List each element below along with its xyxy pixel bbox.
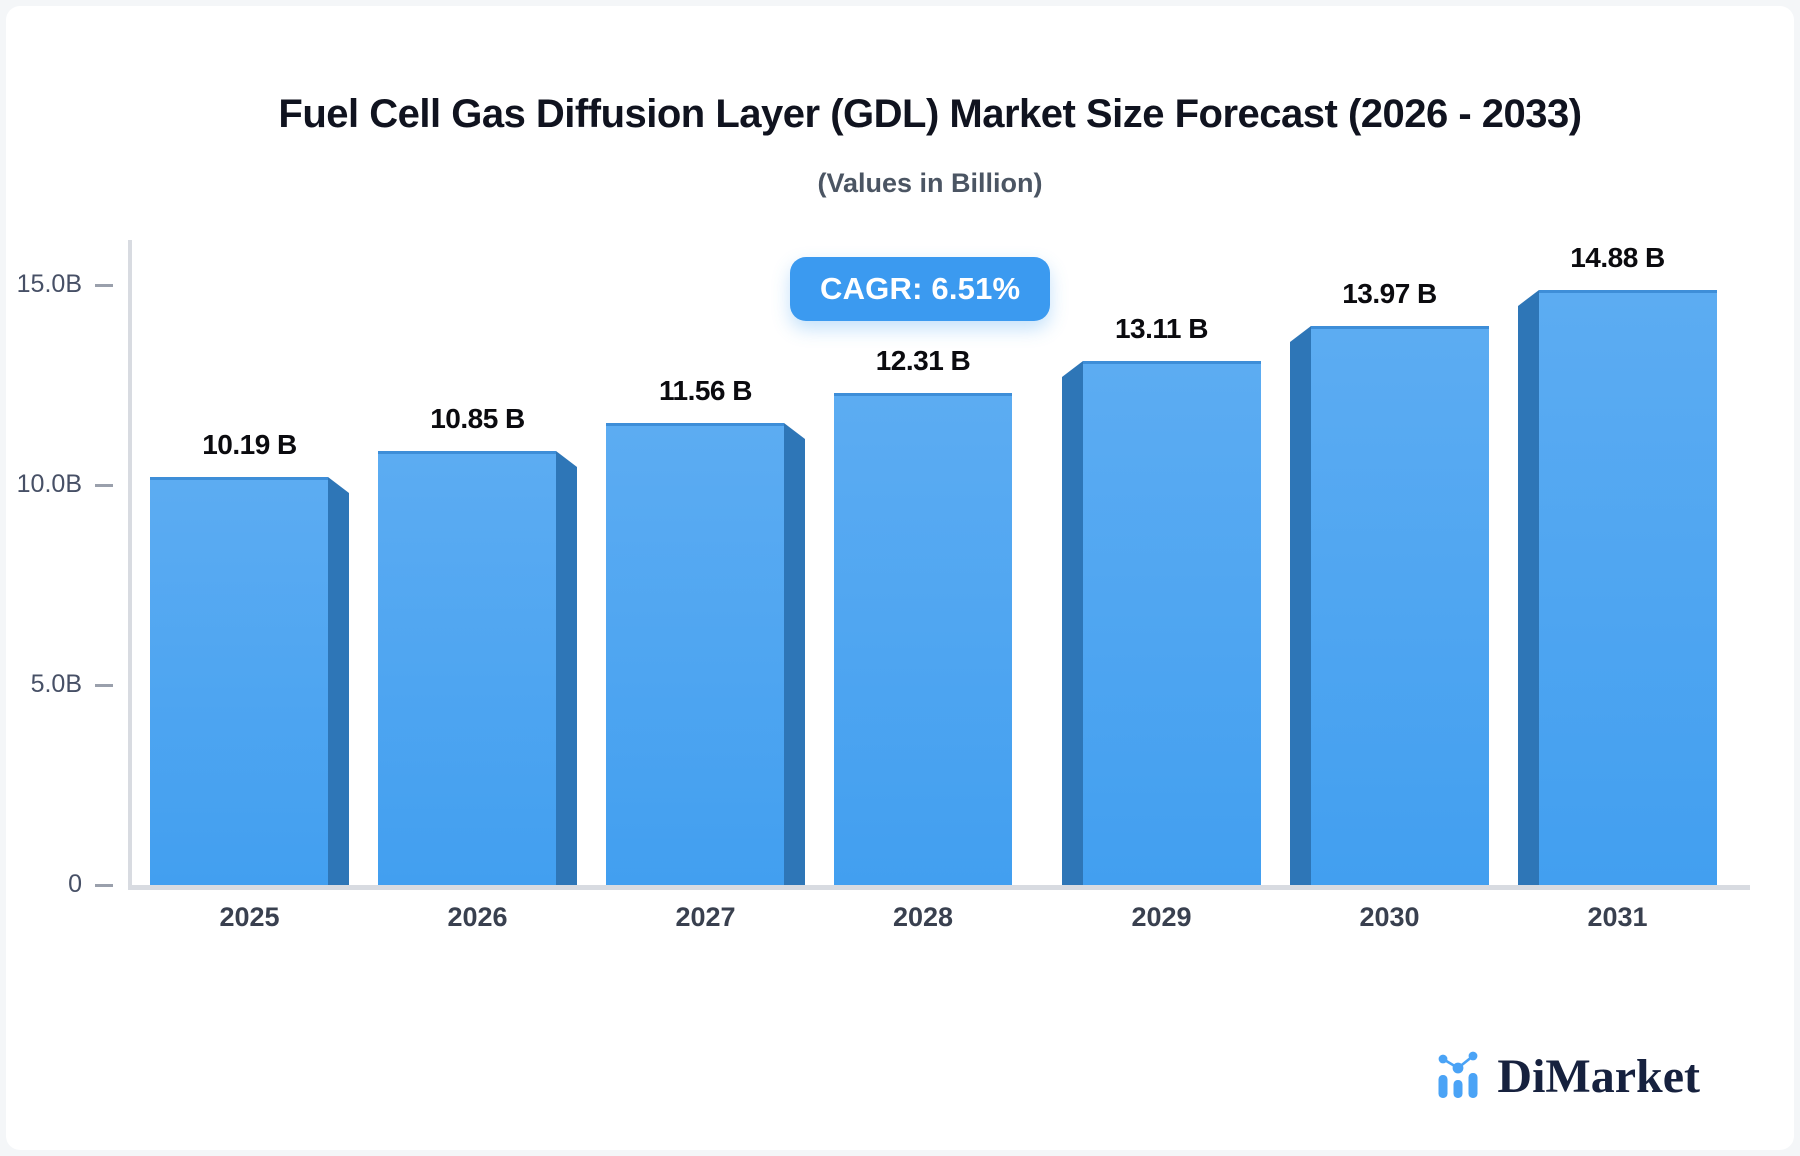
bar-face [150, 477, 328, 885]
bar-value-label-2028: 12.31 B [875, 345, 971, 376]
bar-value-label-2026: 10.85 B [430, 403, 525, 434]
x-axis-label-2028: 2028 [892, 902, 954, 932]
bar-2027[interactable] [606, 423, 805, 885]
x-axis-label-2030: 2030 [1359, 902, 1420, 932]
bar-face [378, 451, 556, 885]
dimarket-logo-icon [1438, 1051, 1478, 1098]
bar-value-label-2030: 13.97 B [1342, 278, 1437, 309]
dimarket-logo-text: DiMarket [1497, 1050, 1700, 1103]
bar-face [1311, 326, 1489, 885]
bar-2025[interactable] [150, 477, 349, 885]
bar-2028[interactable] [834, 393, 1012, 885]
bar-side-face [328, 477, 349, 885]
chart-card: Fuel Cell Gas Diffusion Layer (GDL) Mark… [6, 6, 1794, 1150]
dimarket-logo[interactable]: DiMarket [1438, 1050, 1700, 1103]
bar-side-face [1062, 361, 1083, 885]
y-tick-label-15.0B: 15.0B [16, 270, 82, 298]
bar-value-label-2027: 11.56 B [658, 375, 753, 406]
bar-2026[interactable] [378, 451, 577, 885]
x-axis-label-2031: 2031 [1587, 902, 1648, 932]
x-axis-label-2027: 2027 [675, 902, 736, 932]
bar-2029[interactable] [1062, 361, 1261, 885]
bar-side-face [1290, 326, 1311, 885]
cagr-badge: CAGR: 6.51% [790, 257, 1051, 321]
bar-2030[interactable] [1290, 326, 1489, 885]
bar-2031[interactable] [1518, 290, 1717, 885]
bar-side-face [556, 451, 577, 885]
y-axis-line [128, 240, 132, 890]
x-axis-label-2029: 2029 [1131, 902, 1192, 932]
y-tick-mark [95, 884, 113, 887]
bar-face [1083, 361, 1261, 885]
bar-side-face [784, 423, 805, 885]
chart-title: Fuel Cell Gas Diffusion Layer (GDL) Mark… [278, 92, 1582, 136]
bar-side-face [1518, 290, 1539, 885]
y-tick-label-5.0B: 5.0B [30, 670, 82, 698]
bar-value-label-2025: 10.19 B [202, 429, 297, 460]
y-tick-label-10.0B: 10.0B [16, 470, 82, 498]
x-axis-line [128, 885, 1750, 890]
y-tick-label-0: 0 [68, 870, 82, 898]
chart-subtitle: (Values in Billion) [817, 168, 1043, 198]
bar-value-label-2031: 14.88 B [1570, 242, 1665, 273]
y-tick-mark [95, 484, 113, 487]
x-axis-label-2026: 2026 [447, 902, 508, 932]
bar-value-label-2029: 13.11 B [1114, 313, 1209, 344]
bar-face [1539, 290, 1717, 885]
bar-face [834, 393, 1012, 885]
x-axis-label-2025: 2025 [219, 902, 280, 932]
y-tick-mark [95, 684, 113, 687]
y-tick-mark [95, 284, 113, 287]
bar-face [606, 423, 784, 885]
